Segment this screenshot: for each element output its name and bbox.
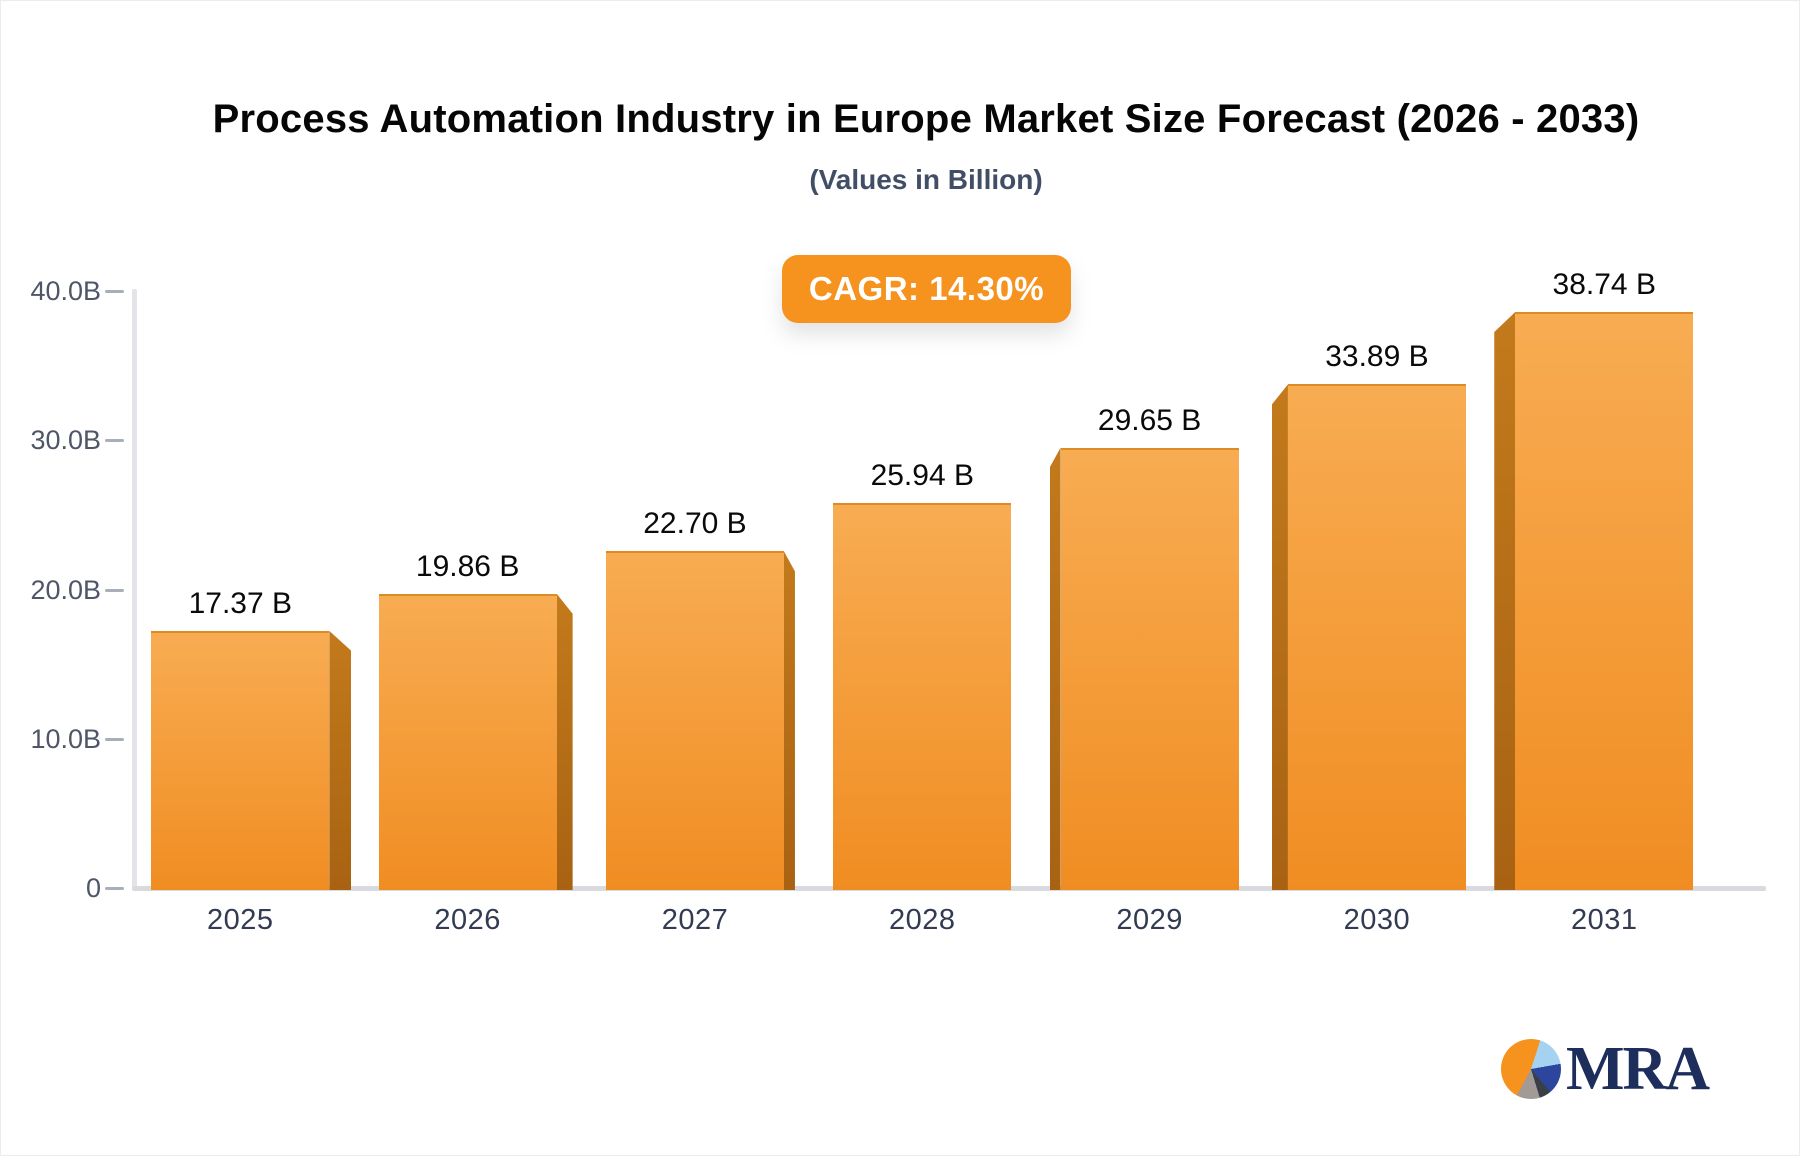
- brand-logo-text: MRA: [1566, 1035, 1710, 1103]
- x-axis-label-2029: 2029: [1116, 904, 1183, 936]
- bar-value-label-2029: 29.65 B: [1097, 403, 1202, 437]
- bar-2029: [1060, 447, 1239, 890]
- x-axis-label-2031: 2031: [1571, 904, 1638, 936]
- bar-side-face-2025: [329, 630, 352, 890]
- y-tick-mark: [105, 887, 124, 890]
- x-axis-label-2030: 2030: [1343, 904, 1411, 936]
- y-tick-mark: [105, 737, 124, 741]
- y-tick-label-20.0B: 20.0B: [30, 574, 101, 605]
- bar-2025: [151, 630, 330, 890]
- bar-2026: [378, 593, 557, 890]
- y-tick-label-0: 0: [85, 873, 101, 903]
- chart-subtitle: (Values in Billion): [809, 164, 1043, 195]
- bar-side-face-2029: [1049, 447, 1061, 890]
- bar-value-label-2031: 38.74 B: [1552, 267, 1656, 301]
- bar-side-face-2030: [1271, 384, 1288, 890]
- bar-value-label-2026: 19.86 B: [415, 549, 520, 583]
- cagr-badge: CAGR: 14.30%: [782, 255, 1071, 323]
- y-tick-mark: [105, 290, 124, 294]
- y-tick-label-40.0B: 40.0B: [30, 276, 101, 307]
- bar-side-face-2031: [1494, 311, 1516, 890]
- bar-2028: [833, 502, 1012, 890]
- y-axis-line: [132, 289, 137, 890]
- y-tick-mark: [105, 588, 124, 592]
- bar-side-face-2027: [783, 551, 795, 890]
- x-axis-label-2027: 2027: [661, 904, 729, 936]
- bar-value-label-2028: 25.94 B: [870, 458, 974, 492]
- x-axis-label-2028: 2028: [889, 904, 956, 936]
- brand-logo: MRA: [1501, 1035, 1710, 1103]
- bar-2027: [605, 551, 784, 890]
- bar-side-face-2026: [556, 593, 573, 890]
- chart-title: Process Automation Industry in Europe Ma…: [212, 97, 1640, 141]
- y-tick-label-10.0B: 10.0B: [30, 723, 101, 754]
- bar-value-label-2030: 33.89 B: [1325, 340, 1429, 374]
- bar-value-label-2025: 17.37 B: [188, 586, 292, 620]
- x-axis-label-2025: 2025: [207, 904, 274, 936]
- bar-2031: [1515, 311, 1694, 890]
- pie-chart-logo-icon: [1501, 1039, 1561, 1099]
- y-tick-mark: [105, 439, 124, 443]
- x-axis-label-2026: 2026: [434, 904, 501, 936]
- y-tick-label-30.0B: 30.0B: [30, 425, 101, 456]
- bar-2030: [1287, 384, 1466, 890]
- cagr-badge-label: CAGR: 14.30%: [808, 270, 1045, 307]
- bar-value-label-2027: 22.70 B: [643, 507, 747, 541]
